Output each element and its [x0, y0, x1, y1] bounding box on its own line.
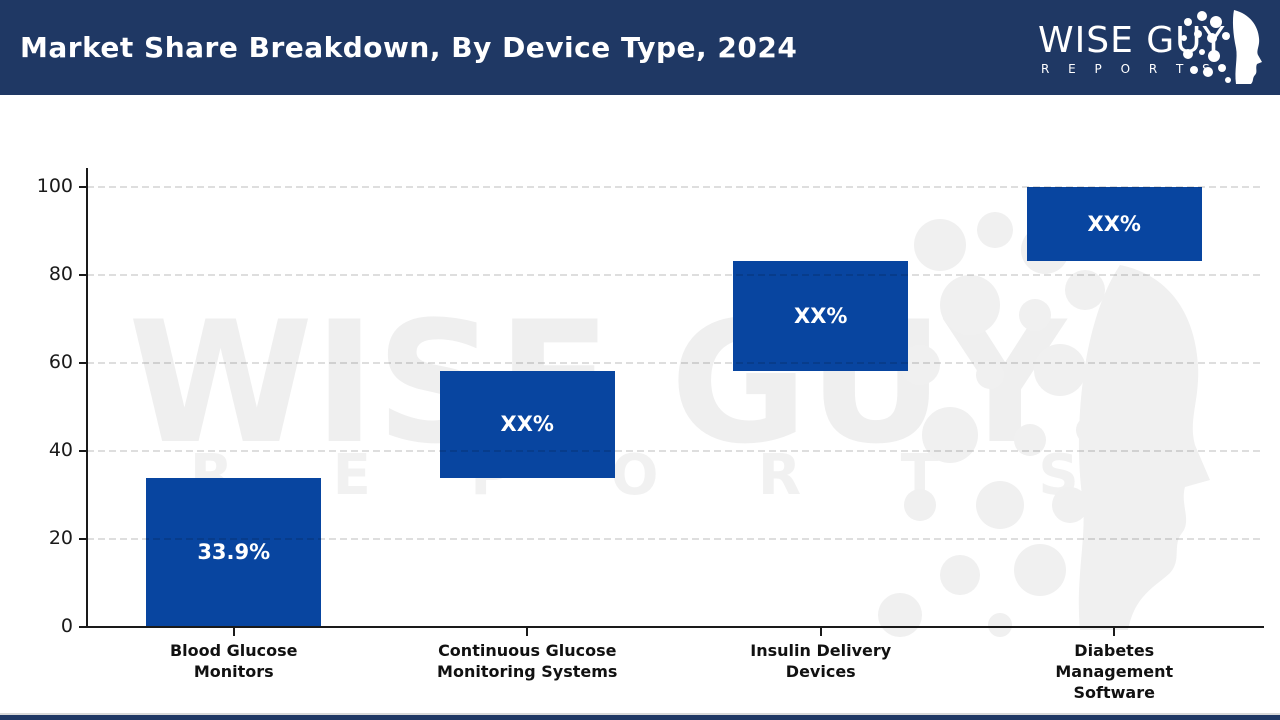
gridline-40	[87, 450, 1261, 452]
logo-wiseguy-text: WISE GUY	[1038, 20, 1226, 61]
category-label-line: Diabetes	[1074, 641, 1155, 660]
y-tick-mark-40	[79, 450, 87, 452]
y-tick-label-40: 40	[48, 439, 73, 461]
x-axis-line	[86, 626, 1264, 628]
bar-2: XX%	[439, 370, 615, 478]
bar-4: XX%	[1026, 187, 1202, 261]
footer-band	[0, 715, 1280, 720]
y-tick-label-0: 0	[60, 615, 73, 637]
x-tick-mark-4	[1113, 628, 1116, 636]
category-label-line: Blood Glucose	[169, 641, 298, 660]
gridline-60	[87, 362, 1261, 364]
category-label-line: Monitors	[193, 662, 274, 682]
bar-value-label-4: XX%	[1087, 211, 1141, 236]
y-tick-label-20: 20	[48, 527, 73, 549]
y-tick-mark-80	[79, 274, 87, 276]
y-tick-label-80: 80	[48, 263, 73, 285]
y-axis-line	[86, 168, 88, 628]
y-tick-label-60: 60	[48, 351, 73, 373]
category-label-4: Diabetes Management Software	[984, 640, 1244, 703]
logo-text: WISE GUY R E P O R T S	[1038, 20, 1226, 76]
y-tick-mark-60	[79, 362, 87, 364]
logo-reports-text: R E P O R T S	[1041, 62, 1218, 76]
category-label-line: Software	[1073, 683, 1155, 703]
gridline-20	[87, 538, 1261, 540]
gridline-80	[87, 274, 1261, 276]
header-band: Market Share Breakdown, By Device Type, …	[0, 0, 1280, 95]
bar-1: 33.9%	[146, 477, 322, 627]
page-title: Market Share Breakdown, By Device Type, …	[20, 31, 798, 64]
logo-face-icon	[1181, 10, 1262, 84]
category-label-line: Continuous Glucose	[438, 641, 617, 660]
wise-guy-reports-logo: WISE GUY R E P O R T S	[1016, 8, 1266, 88]
y-tick-mark-100	[79, 186, 87, 188]
category-label-line: Management	[1055, 662, 1174, 682]
y-tick-label-100: 100	[36, 175, 73, 197]
category-label-line: Insulin Delivery	[750, 641, 892, 660]
category-label-2: Continuous Glucose Monitoring Systems	[397, 640, 657, 682]
footer-divider-line	[0, 713, 1280, 715]
y-tick-mark-20	[79, 538, 87, 540]
x-tick-mark-1	[232, 628, 235, 636]
bar-value-label-1: 33.9%	[197, 540, 271, 565]
bar-value-label-2: XX%	[500, 412, 554, 437]
bar-value-label-3: XX%	[794, 303, 848, 328]
x-tick-mark-2	[526, 628, 529, 636]
category-label-line: Devices	[785, 662, 856, 682]
bar-3: XX%	[733, 260, 909, 371]
category-label-line: Monitoring Systems	[437, 662, 618, 682]
category-label-1: Blood Glucose Monitors	[104, 640, 364, 682]
x-tick-mark-3	[819, 628, 822, 636]
y-tick-mark-0	[79, 626, 87, 628]
category-label-3: Insulin Delivery Devices	[691, 640, 951, 682]
gridline-100	[87, 186, 1261, 188]
